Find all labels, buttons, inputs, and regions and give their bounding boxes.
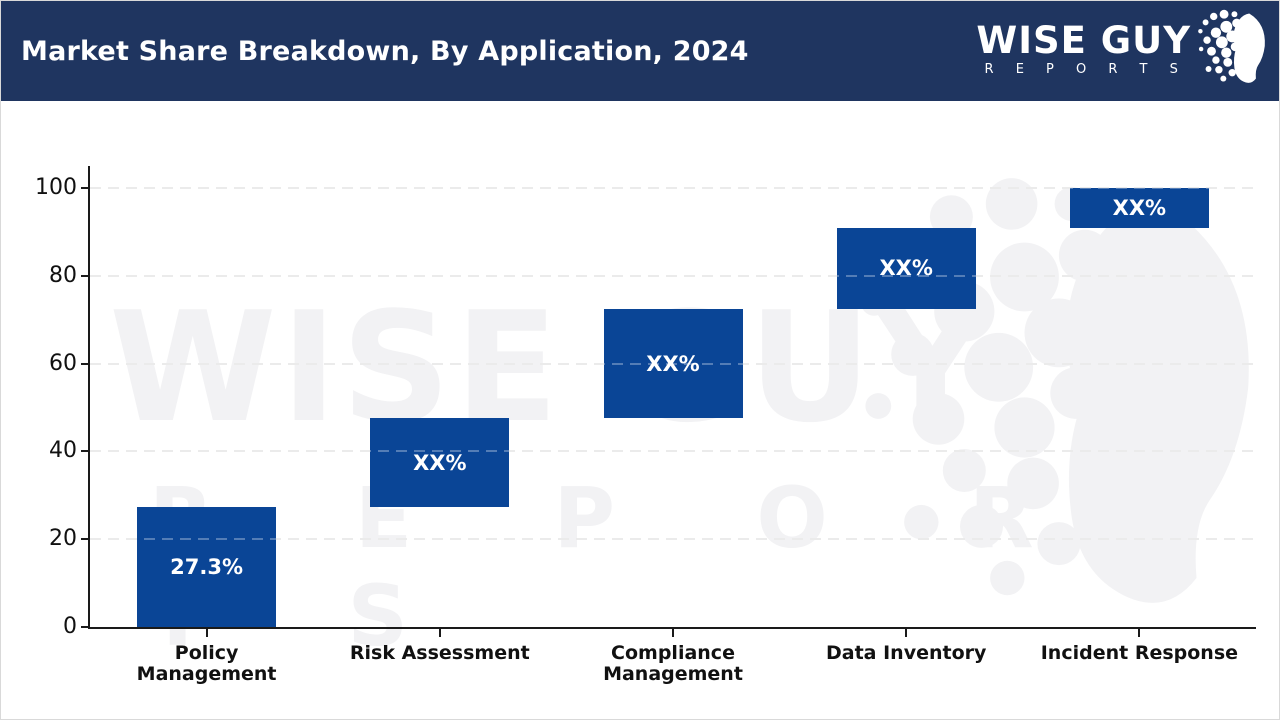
bar-data-inventory: XX% <box>836 227 976 309</box>
bar-value-label: XX% <box>1112 195 1167 220</box>
x-tick-3 <box>672 629 674 637</box>
gridline-overlay-80 <box>90 274 1256 277</box>
y-tick-label-60: 60 <box>49 350 77 376</box>
bar-value-label: 27.3% <box>170 555 244 580</box>
wiseguy-logo-text: WISE GUY R E P O R T S <box>976 22 1191 77</box>
y-axis-spine <box>88 166 90 629</box>
x-category-label: Incident Response <box>1040 642 1239 664</box>
y-tick-label-0: 0 <box>63 614 77 639</box>
y-tick-100 <box>81 187 90 189</box>
bar-policy-management: 27.3% <box>137 507 277 627</box>
bar-value-label: XX% <box>646 351 700 376</box>
plot-region: 0 20 40 60 80 100 27.3% XX% XX% XX% XX% Policy Mana… <box>1 101 1279 719</box>
gridline-20 <box>90 538 1256 541</box>
x-tick-4 <box>905 629 908 637</box>
y-tick-label-40: 40 <box>49 438 77 464</box>
gridline-overlay-20 <box>90 538 1256 541</box>
header-bar: Market Share Breakdown, By Application, … <box>1 1 1279 101</box>
y-tick-20 <box>81 538 90 541</box>
y-tick-60 <box>81 362 90 365</box>
gridline-overlay-40 <box>90 450 1256 453</box>
bar-incident-response: XX% <box>1069 188 1209 228</box>
y-tick-0 <box>81 626 90 628</box>
gridline-100 <box>90 187 1256 189</box>
x-tick-1 <box>205 629 208 637</box>
wiseguy-logo: WISE GUY R E P O R T S <box>976 9 1267 89</box>
y-tick-label-20: 20 <box>49 526 77 552</box>
gridline-overlay-60 <box>90 362 1256 365</box>
logo-wordmark: WISE GUY <box>976 18 1191 62</box>
wiseguy-face-icon <box>1198 9 1265 83</box>
x-category-label: Compliance Management <box>603 642 743 685</box>
chart-area: WISE GUY R E P O R T S 0 20 40 60 80 100 27.3%… <box>1 101 1279 719</box>
x-category-label: Risk Assessment <box>349 642 530 664</box>
x-tick-5 <box>1138 629 1141 637</box>
x-axis-spine <box>88 627 1256 629</box>
x-tick-2 <box>438 629 441 637</box>
gridline-40 <box>90 450 1256 453</box>
chart-title: Market Share Breakdown, By Application, … <box>21 35 749 67</box>
bar-risk-assessment: XX% <box>370 418 510 508</box>
y-tick-40 <box>81 450 90 453</box>
bar-compliance-management: XX% <box>603 308 743 419</box>
logo-subtitle: R E P O R T S <box>984 61 1187 77</box>
bar-value-label: XX% <box>413 450 467 475</box>
x-category-label: Policy Management <box>136 642 277 685</box>
y-tick-label-80: 80 <box>49 262 77 288</box>
gridline-80 <box>90 274 1256 277</box>
x-category-label: Data Inventory <box>825 642 987 664</box>
y-tick-80 <box>81 274 90 277</box>
gridline-overlay-100 <box>90 187 1256 189</box>
y-tick-label-100: 100 <box>35 175 77 200</box>
